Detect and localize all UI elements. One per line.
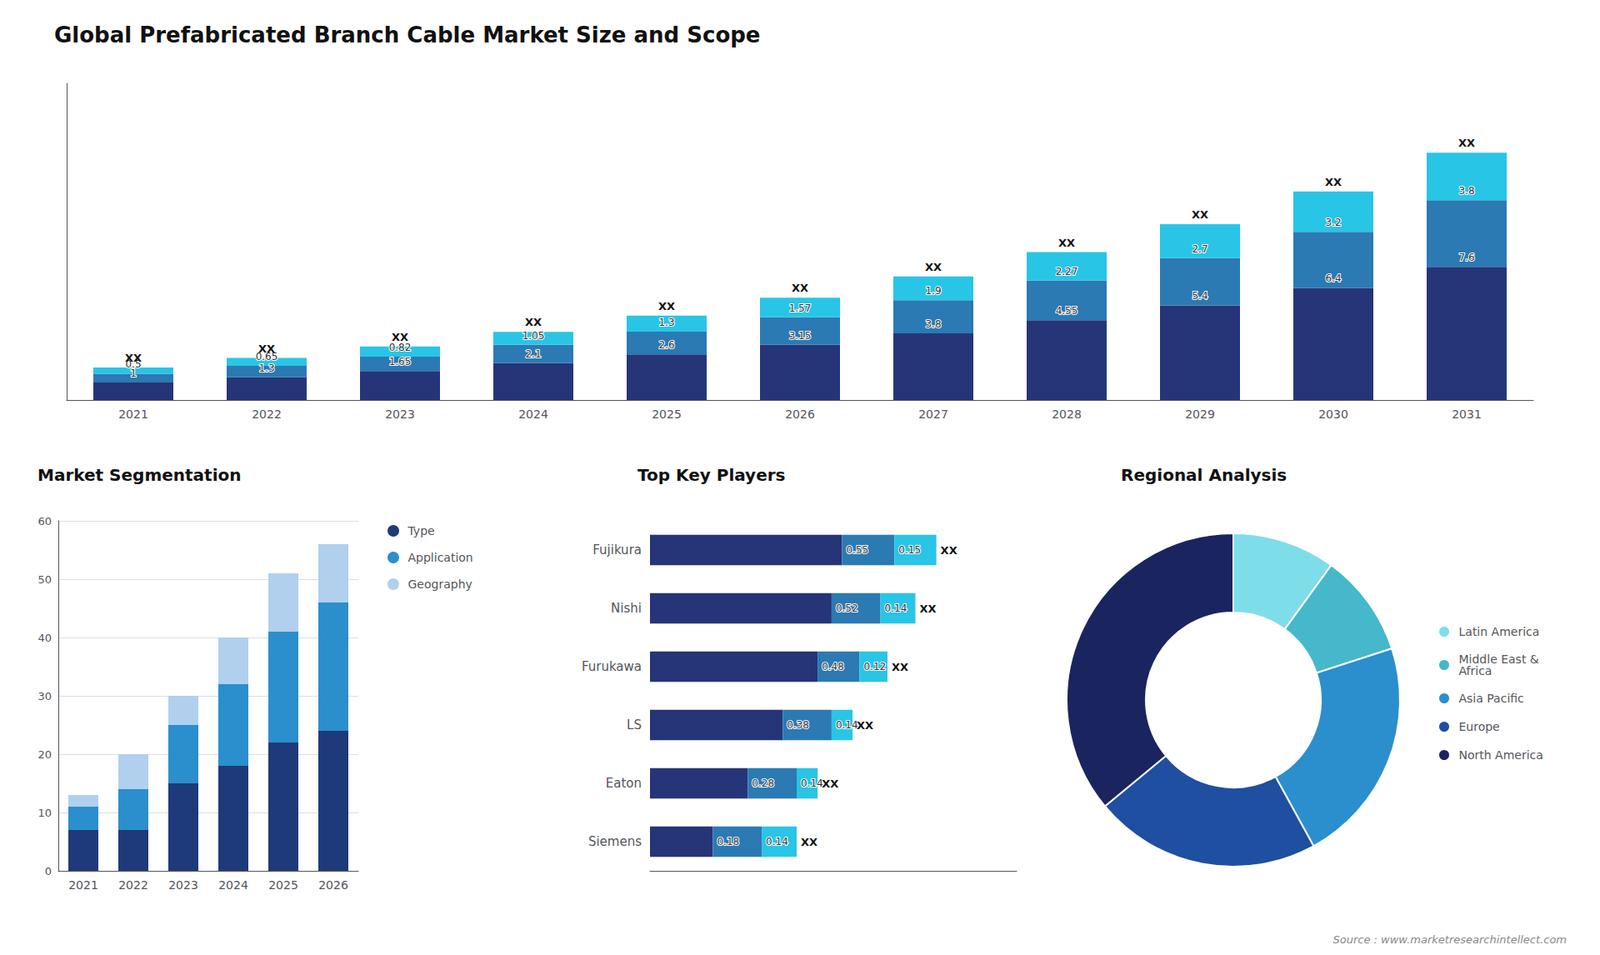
svg-text:2028: 2028	[1051, 407, 1082, 421]
svg-text:Europe: Europe	[1459, 720, 1500, 734]
svg-text:0.14: 0.14	[885, 602, 908, 615]
svg-text:0.14: 0.14	[800, 777, 824, 790]
svg-text:North America: North America	[1459, 748, 1544, 762]
svg-text:0.28: 0.28	[751, 777, 775, 790]
svg-text:0.5: 0.5	[125, 358, 142, 371]
svg-text:3.2: 3.2	[1325, 216, 1341, 229]
svg-text:2031: 2031	[1451, 407, 1482, 421]
svg-text:Top Key Players: Top Key Players	[637, 465, 785, 485]
svg-text:1.65: 1.65	[389, 355, 412, 368]
svg-text:2.6: 2.6	[658, 339, 675, 351]
svg-text:2025: 2025	[268, 878, 299, 892]
svg-text:Latin America: Latin America	[1459, 625, 1540, 639]
svg-text:Application: Application	[408, 550, 474, 565]
svg-text:0.55: 0.55	[845, 544, 869, 556]
svg-text:Siemens: Siemens	[588, 834, 642, 850]
svg-text:3.8: 3.8	[925, 318, 941, 330]
svg-text:4.55: 4.55	[1055, 305, 1079, 317]
svg-text:XX: XX	[1191, 208, 1209, 221]
svg-text:XX: XX	[821, 777, 839, 790]
svg-text:XX: XX	[919, 602, 936, 615]
svg-text:Global Prefabricated Branch Ca: Global Prefabricated Branch Cable Market…	[54, 22, 761, 48]
svg-text:Regional Analysis: Regional Analysis	[1120, 465, 1287, 485]
svg-text:0.48: 0.48	[821, 660, 845, 673]
svg-text:2022: 2022	[118, 878, 149, 892]
svg-text:2025: 2025	[651, 407, 682, 421]
svg-text:XX: XX	[891, 660, 909, 674]
svg-text:0.18: 0.18	[716, 835, 740, 848]
svg-text:0.14: 0.14	[835, 719, 859, 731]
svg-text:Market Segmentation: Market Segmentation	[37, 465, 242, 485]
svg-text:2024: 2024	[518, 407, 549, 421]
svg-text:3.8: 3.8	[1458, 185, 1475, 197]
svg-text:0.14: 0.14	[765, 835, 789, 848]
svg-text:XX: XX	[391, 330, 409, 344]
svg-text:Middle East &: Middle East &	[1458, 652, 1539, 666]
svg-text:Africa: Africa	[1459, 664, 1493, 678]
svg-text:XX: XX	[125, 351, 142, 365]
svg-text:2.27: 2.27	[1055, 265, 1079, 278]
svg-text:XX: XX	[258, 342, 275, 355]
svg-text:2023: 2023	[168, 878, 199, 892]
svg-text:Nishi: Nishi	[610, 600, 642, 616]
svg-text:XX: XX	[925, 260, 942, 274]
svg-text:LS: LS	[626, 717, 642, 733]
svg-text:Furukawa: Furukawa	[581, 659, 642, 675]
svg-text:5.4: 5.4	[1191, 290, 1208, 302]
svg-text:7.6: 7.6	[1458, 251, 1475, 264]
svg-text:0.65: 0.65	[255, 350, 278, 363]
svg-text:XX: XX	[856, 719, 874, 732]
svg-text:0: 0	[45, 865, 52, 878]
svg-text:Geography: Geography	[408, 577, 473, 591]
svg-text:2023: 2023	[385, 407, 415, 421]
svg-text:XX: XX	[658, 300, 675, 313]
svg-text:1: 1	[130, 367, 137, 380]
svg-text:50: 50	[37, 573, 52, 586]
svg-text:Eaton: Eaton	[605, 775, 642, 791]
svg-text:Type: Type	[407, 524, 435, 538]
svg-text:XX: XX	[791, 281, 809, 295]
svg-text:0.52: 0.52	[835, 602, 859, 615]
svg-text:XX: XX	[1458, 136, 1475, 150]
svg-text:1.57: 1.57	[789, 302, 812, 315]
svg-text:0.82: 0.82	[389, 341, 412, 354]
svg-text:1.05: 1.05	[522, 330, 545, 342]
svg-text:2.1: 2.1	[525, 348, 541, 360]
svg-text:Asia Pacific: Asia Pacific	[1459, 691, 1525, 705]
svg-text:0.15: 0.15	[898, 544, 921, 556]
svg-text:2024: 2024	[218, 878, 249, 892]
svg-text:2029: 2029	[1185, 407, 1215, 421]
svg-text:2027: 2027	[918, 407, 949, 421]
svg-text:2021: 2021	[68, 878, 99, 892]
svg-text:3.15: 3.15	[789, 330, 812, 342]
svg-text:20: 20	[37, 748, 52, 761]
svg-text:6.4: 6.4	[1325, 272, 1341, 285]
svg-text:10: 10	[37, 806, 52, 820]
svg-text:XX: XX	[525, 315, 542, 329]
svg-text:1.9: 1.9	[925, 285, 941, 297]
svg-text:1.3: 1.3	[658, 316, 675, 329]
svg-text:2030: 2030	[1318, 407, 1349, 421]
svg-text:XX: XX	[1058, 236, 1075, 250]
svg-text:60: 60	[37, 515, 52, 528]
svg-text:2021: 2021	[118, 407, 149, 421]
svg-text:2026: 2026	[785, 407, 815, 421]
svg-text:XX: XX	[940, 544, 958, 557]
svg-text:1.3: 1.3	[258, 362, 275, 375]
svg-text:2022: 2022	[251, 407, 282, 421]
svg-text:30: 30	[37, 690, 52, 703]
svg-text:0.12: 0.12	[863, 660, 886, 673]
svg-text:Fujikura: Fujikura	[592, 542, 642, 558]
svg-text:40: 40	[37, 631, 52, 645]
svg-text:Source : www.marketresearchint: Source : www.marketresearchintellect.com	[1333, 933, 1568, 946]
svg-text:2.7: 2.7	[1191, 243, 1208, 255]
svg-text:XX: XX	[800, 835, 818, 849]
svg-text:0.38: 0.38	[786, 719, 810, 731]
svg-text:2026: 2026	[318, 878, 349, 892]
svg-text:XX: XX	[1325, 175, 1342, 189]
